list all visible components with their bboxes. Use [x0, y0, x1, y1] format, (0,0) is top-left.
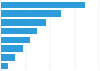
Bar — [1, 2, 85, 8]
Bar — [1, 54, 15, 60]
Bar — [1, 11, 61, 17]
Bar — [1, 28, 37, 34]
Bar — [1, 19, 46, 26]
Bar — [1, 37, 30, 43]
Bar — [1, 45, 23, 52]
Bar — [1, 63, 8, 69]
